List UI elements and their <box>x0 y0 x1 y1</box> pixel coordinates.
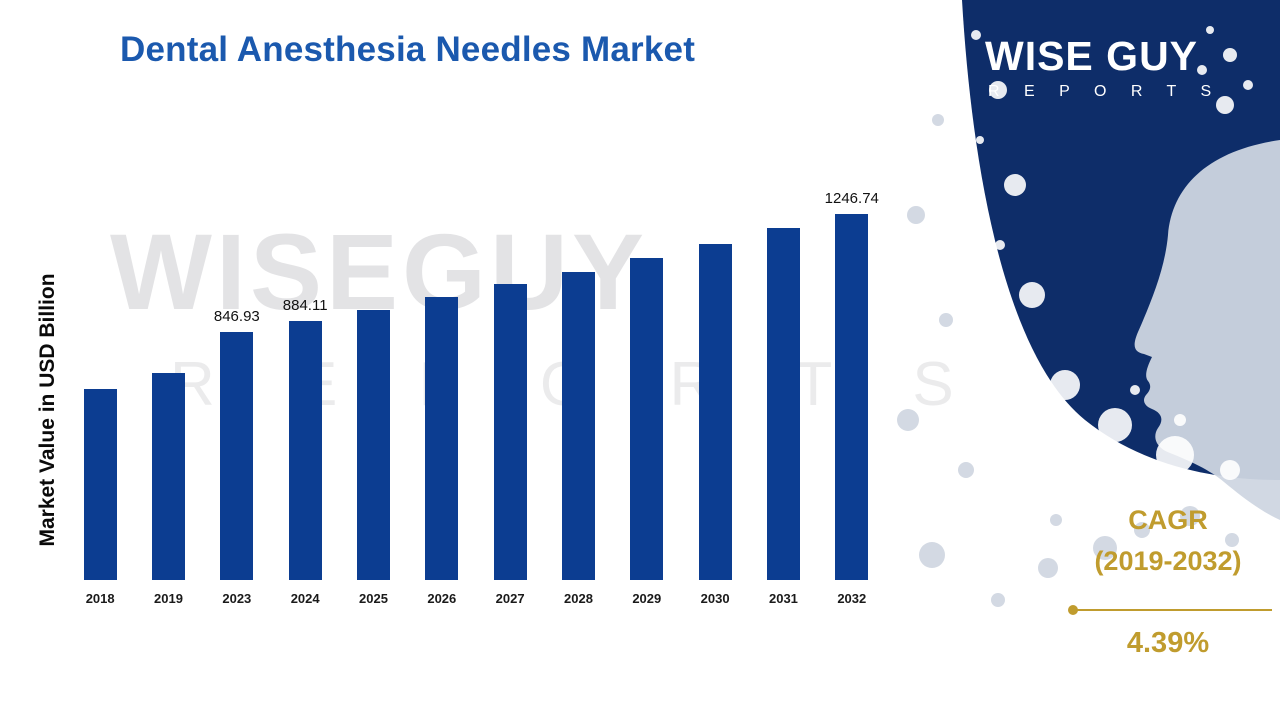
bar-column-2024: 884.11 2024 <box>271 190 339 606</box>
bar-column-2032: 1246.74 2032 <box>818 190 886 606</box>
bar-column-2025: 2025 <box>339 190 407 606</box>
bar-column-2026: 2026 <box>408 190 476 606</box>
bar-column-2028: 2028 <box>544 190 612 606</box>
bar-column-2019: 2019 <box>134 190 202 606</box>
bar-column-2029: 2029 <box>613 190 681 606</box>
cagr-label: CAGR <box>1128 505 1208 535</box>
face-profile-icon <box>1134 140 1280 520</box>
cagr-block: CAGR (2019-2032) 4.39% <box>1058 505 1278 660</box>
bar-column-2031: 2031 <box>749 190 817 606</box>
bar-2027 <box>493 284 527 580</box>
x-tick-label-2030: 2030 <box>700 591 730 606</box>
bar-value-label-2024: 884.11 <box>282 297 328 314</box>
bar-2028 <box>561 272 595 580</box>
bar-2024 <box>288 321 322 580</box>
bar-value-label-2023: 846.93 <box>213 308 260 325</box>
bar-2025 <box>356 310 390 580</box>
x-tick-label-2023: 2023 <box>222 591 252 606</box>
bar-2031 <box>766 228 800 580</box>
x-tick-label-2026: 2026 <box>427 591 457 606</box>
x-tick-label-2019: 2019 <box>154 591 183 606</box>
bar-2030 <box>698 244 732 580</box>
cagr-range: (2019-2032) <box>1094 546 1242 576</box>
bar-column-2023: 846.93 2023 <box>203 190 271 606</box>
bar-2023 <box>220 332 254 580</box>
bubble-dots-gray <box>897 114 1239 607</box>
x-tick-label-2028: 2028 <box>564 591 593 606</box>
x-tick-label-2024: 2024 <box>290 591 320 606</box>
bar-2029 <box>630 258 664 580</box>
x-tick-label-2032: 2032 <box>837 591 867 606</box>
bar-2026 <box>425 297 459 580</box>
x-tick-label-2025: 2025 <box>359 591 388 606</box>
x-tick-label-2029: 2029 <box>632 591 662 606</box>
x-tick-label-2031: 2031 <box>768 591 798 606</box>
brand-subtitle: R E P O R T S <box>988 83 1222 100</box>
bar-column-2030: 2030 <box>681 190 749 606</box>
bar-chart: 2018 2019 846.93 2023 884.11 2024 2025 2026 2027… <box>66 190 886 606</box>
y-axis-label: Market Value in USD Billion <box>36 273 59 547</box>
cagr-underline-dot <box>1068 605 1078 615</box>
brand-logo: WISE GUY R E P O R T S <box>985 36 1221 101</box>
bar-column-2018: 2018 <box>66 190 134 606</box>
bar-2018 <box>83 389 117 580</box>
chart-title: Dental Anesthesia Needles Market <box>120 30 696 69</box>
bar-2032 <box>835 214 869 580</box>
cagr-underline <box>1068 605 1272 615</box>
bubble-dots-navy <box>971 26 1253 480</box>
bar-value-label-2032: 1246.74 <box>824 190 879 207</box>
bar-2019 <box>151 373 185 580</box>
x-tick-label-2018: 2018 <box>85 591 115 606</box>
brand-name: WISE GUY <box>985 33 1199 79</box>
right-decor-panel <box>897 0 1280 607</box>
bar-column-2027: 2027 <box>476 190 544 606</box>
x-tick-label-2027: 2027 <box>495 591 525 606</box>
cagr-value: 4.39% <box>1126 627 1210 659</box>
